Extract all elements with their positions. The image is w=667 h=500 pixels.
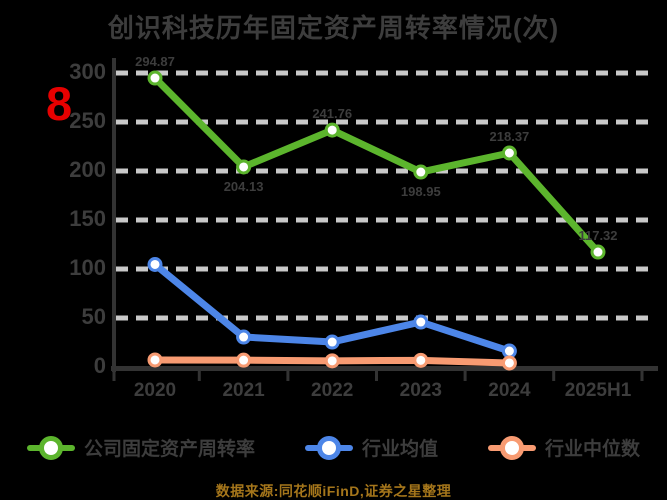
green-line-marker-icon — [26, 435, 75, 460]
data-point-label: 218.37 — [490, 129, 530, 144]
x-tick-label: 2023 — [400, 380, 442, 401]
y-tick-label: 100 — [69, 255, 106, 280]
y-tick-label: 50 — [82, 304, 106, 329]
y-tick-label: 250 — [69, 108, 106, 133]
x-tick-label: 2025H1 — [565, 380, 632, 401]
data-point-marker — [413, 352, 429, 368]
data-point-marker — [324, 353, 340, 369]
data-source-note: 数据来源:同花顺iFinD,证券之星整理 — [215, 483, 452, 499]
legend-item-company-turnover: 公司固定资产周转率 — [26, 434, 255, 461]
y-tick-label: 200 — [69, 157, 106, 182]
data-point-label: 241.76 — [312, 106, 352, 121]
data-point-marker — [236, 329, 252, 345]
data-point-marker — [147, 352, 163, 368]
legend-item-industry-average: 行业均值 — [304, 434, 438, 461]
data-point-marker — [147, 70, 163, 86]
data-point-marker — [324, 334, 340, 350]
data-point-label: 204.13 — [224, 179, 264, 194]
data-point-marker — [590, 244, 606, 260]
legend-item-industry-median: 行业中位数 — [488, 434, 640, 461]
x-tick-label: 2021 — [222, 380, 265, 401]
data-point-marker — [413, 164, 429, 180]
red-watermark: 8 — [46, 77, 73, 130]
data-point-label: 198.95 — [401, 184, 441, 199]
legend-label: 行业均值 — [361, 439, 438, 460]
data-point-marker — [501, 343, 517, 359]
x-axis-line — [111, 366, 658, 371]
data-point-marker — [147, 256, 163, 272]
data-point-marker — [501, 145, 517, 161]
data-point-label: 117.32 — [578, 228, 617, 243]
data-point-marker — [413, 314, 429, 330]
x-tick-label: 2024 — [488, 380, 531, 401]
y-axis-line — [112, 58, 116, 372]
y-tick-label: 300 — [69, 59, 106, 84]
legend: 公司固定资产周转率 行业均值 行业中位数 — [0, 434, 667, 461]
data-point-marker — [236, 352, 252, 368]
blue-line-marker-icon — [304, 435, 353, 460]
data-point-marker — [501, 355, 517, 371]
data-point-marker — [236, 159, 252, 175]
y-tick-label: 150 — [69, 206, 106, 231]
series-line-0 — [151, 74, 602, 256]
legend-label: 公司固定资产周转率 — [83, 439, 255, 460]
orange-line-marker-icon — [488, 435, 536, 460]
legend-label: 行业中位数 — [545, 439, 641, 460]
data-point-label: 294.87 — [135, 54, 175, 69]
data-point-marker — [324, 122, 340, 138]
chart-title: 创识科技历年固定资产周转率情况(次) — [107, 13, 560, 43]
x-tick-label: 2020 — [134, 380, 176, 401]
y-tick-label: 0 — [94, 353, 106, 378]
x-tick-label: 2022 — [311, 380, 353, 401]
